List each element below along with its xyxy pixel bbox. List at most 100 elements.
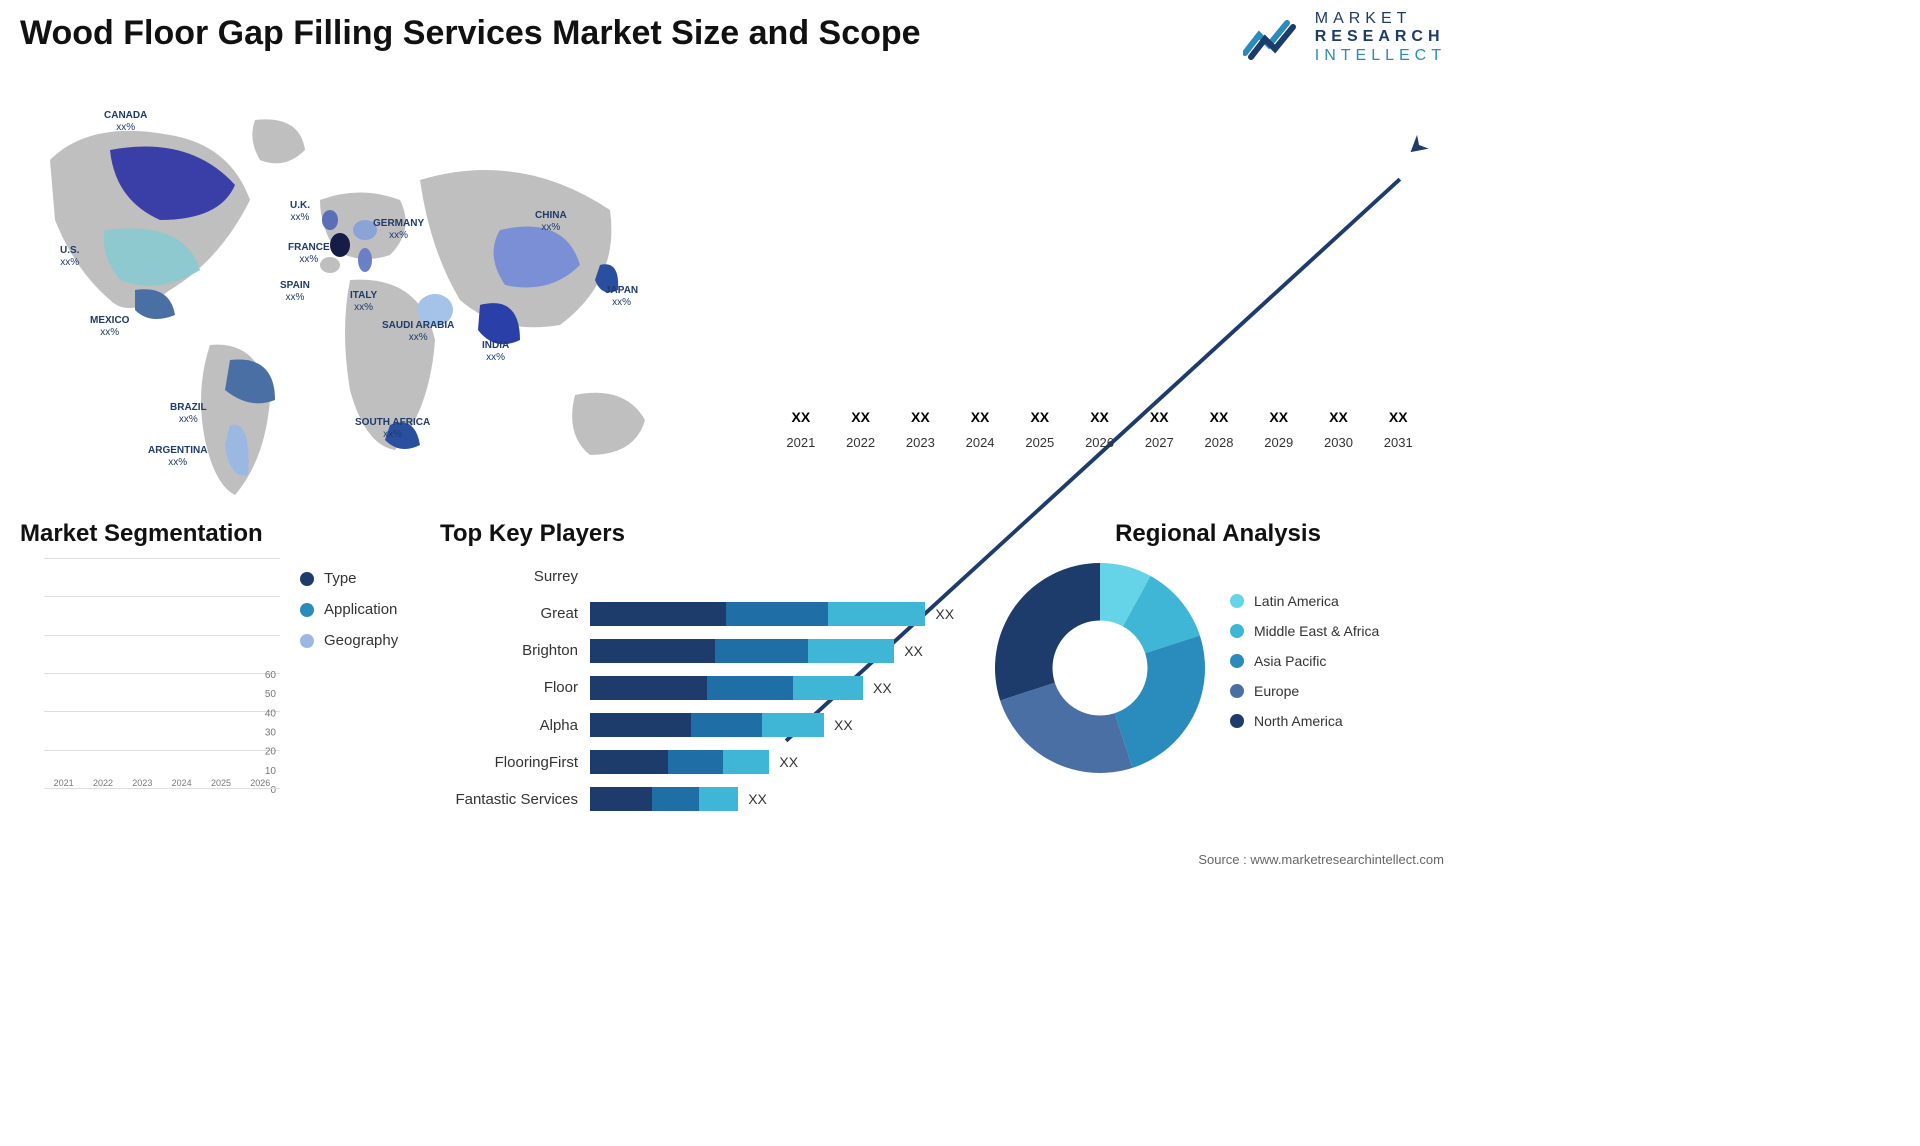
growth-x-label: 2026 <box>1085 435 1114 450</box>
map-label: ITALYxx% <box>350 290 377 313</box>
player-bar-row: XX <box>590 675 980 701</box>
segmentation-legend: Type Application Geography <box>300 570 398 663</box>
source-citation: Source : www.marketresearchintellect.com <box>1198 852 1444 867</box>
legend-item: Geography <box>300 632 398 649</box>
player-label: FlooringFirst <box>440 754 578 771</box>
growth-x-label: 2021 <box>786 435 815 450</box>
segmentation-x-label: 2024 <box>172 778 192 788</box>
map-label: SPAINxx% <box>280 280 310 303</box>
legend-item: Europe <box>1230 683 1379 699</box>
segmentation-bar: 2024 <box>162 774 201 788</box>
player-bar-row: XX <box>590 601 980 627</box>
player-bar-row: XX <box>590 749 980 775</box>
logo-icon <box>1243 13 1305 63</box>
brand-logo: MARKET RESEARCH INTELLECT <box>1243 10 1446 65</box>
growth-x-label: 2030 <box>1324 435 1353 450</box>
map-label: INDIAxx% <box>482 340 509 363</box>
growth-bar-value: XX <box>851 409 870 425</box>
world-map-panel: CANADAxx%U.S.xx%MEXICOxx%BRAZILxx%ARGENT… <box>20 90 733 510</box>
player-bar-row <box>590 564 980 590</box>
growth-x-label: 2025 <box>1025 435 1054 450</box>
map-label: BRAZILxx% <box>170 402 207 425</box>
legend-item: Application <box>300 601 398 618</box>
map-label: JAPANxx% <box>605 285 638 308</box>
player-label: Great <box>440 605 578 622</box>
legend-item: Middle East & Africa <box>1230 623 1379 639</box>
growth-bar-value: XX <box>1329 409 1348 425</box>
map-label: GERMANYxx% <box>373 218 424 241</box>
players-panel: Top Key Players SurreyGreatBrightonFloor… <box>440 520 980 850</box>
segmentation-bar: 2025 <box>201 774 240 788</box>
segmentation-chart: 0102030405060202120222023202420252026 <box>20 558 280 808</box>
growth-x-label: 2027 <box>1145 435 1174 450</box>
growth-bar-value: XX <box>1389 409 1408 425</box>
map-label: SOUTH AFRICAxx% <box>355 417 430 440</box>
growth-bar-column: XX 2029 <box>1251 409 1307 450</box>
growth-chart-panel: XX 2021 XX 2022 XX 2023 XX 2024 XX 2025 XX 2026 XX 20… <box>733 90 1446 510</box>
segmentation-x-label: 2026 <box>250 778 270 788</box>
growth-bar-value: XX <box>1150 409 1169 425</box>
map-label: CANADAxx% <box>104 110 147 133</box>
segmentation-title: Market Segmentation <box>20 520 430 548</box>
growth-x-label: 2028 <box>1205 435 1234 450</box>
growth-bar-value: XX <box>971 409 990 425</box>
segmentation-bar: 2023 <box>123 774 162 788</box>
growth-x-label: 2031 <box>1384 435 1413 450</box>
growth-x-label: 2029 <box>1264 435 1293 450</box>
segmentation-bar: 2026 <box>241 774 280 788</box>
player-label: Fantastic Services <box>440 791 578 808</box>
player-label: Alpha <box>440 717 578 734</box>
regional-panel: Regional Analysis Latin AmericaMiddle Ea… <box>990 520 1446 850</box>
regional-donut <box>990 558 1210 778</box>
player-bar-row: XX <box>590 638 980 664</box>
growth-bar-value: XX <box>1210 409 1229 425</box>
player-value: XX <box>873 680 892 696</box>
growth-x-label: 2023 <box>906 435 935 450</box>
growth-bar-value: XX <box>1269 409 1288 425</box>
growth-bar-column: XX 2028 <box>1191 409 1247 450</box>
segmentation-x-label: 2025 <box>211 778 231 788</box>
header: Wood Floor Gap Filling Services Market S… <box>20 10 1446 90</box>
legend-item: Type <box>300 570 398 587</box>
map-label: MEXICOxx% <box>90 315 129 338</box>
growth-bar-value: XX <box>1030 409 1049 425</box>
player-bar-row: XX <box>590 786 980 812</box>
growth-bar-column: XX 2023 <box>892 409 948 450</box>
player-value: XX <box>748 791 767 807</box>
page-title: Wood Floor Gap Filling Services Market S… <box>20 10 921 53</box>
legend-item: North America <box>1230 713 1379 729</box>
growth-bar-column: XX 2021 <box>773 409 829 450</box>
logo-line1: MARKET <box>1315 10 1446 28</box>
segmentation-bar: 2021 <box>44 774 83 788</box>
map-label: CHINAxx% <box>535 210 567 233</box>
growth-bar-column: XX 2022 <box>833 409 889 450</box>
growth-bar-column: XX 2025 <box>1012 409 1068 450</box>
player-value: XX <box>935 606 954 622</box>
growth-x-label: 2022 <box>846 435 875 450</box>
map-label: U.K.xx% <box>290 200 310 223</box>
map-label: SAUDI ARABIAxx% <box>382 320 454 343</box>
players-labels: SurreyGreatBrightonFloorAlphaFlooringFir… <box>440 558 590 818</box>
logo-line2: RESEARCH <box>1315 28 1446 46</box>
map-label: ARGENTINAxx% <box>148 445 207 468</box>
player-value: XX <box>834 717 853 733</box>
growth-bar-column: XX 2026 <box>1072 409 1128 450</box>
growth-bar-value: XX <box>792 409 811 425</box>
growth-bar-value: XX <box>1090 409 1109 425</box>
growth-bar-column: XX 2031 <box>1370 409 1426 450</box>
growth-bar-column: XX 2024 <box>952 409 1008 450</box>
legend-item: Asia Pacific <box>1230 653 1379 669</box>
players-bars: XX XX XX XX XX XX <box>590 558 980 818</box>
segmentation-x-label: 2022 <box>93 778 113 788</box>
growth-bar-column: XX 2030 <box>1311 409 1367 450</box>
regional-title: Regional Analysis <box>990 520 1446 548</box>
player-bar-row: XX <box>590 712 980 738</box>
logo-line3: INTELLECT <box>1315 47 1446 65</box>
map-label: FRANCExx% <box>288 242 330 265</box>
growth-bar-value: XX <box>911 409 930 425</box>
player-label: Surrey <box>440 568 578 585</box>
growth-x-label: 2024 <box>966 435 995 450</box>
regional-legend: Latin AmericaMiddle East & AfricaAsia Pa… <box>1230 593 1379 743</box>
segmentation-x-label: 2021 <box>54 778 74 788</box>
player-label: Floor <box>440 679 578 696</box>
